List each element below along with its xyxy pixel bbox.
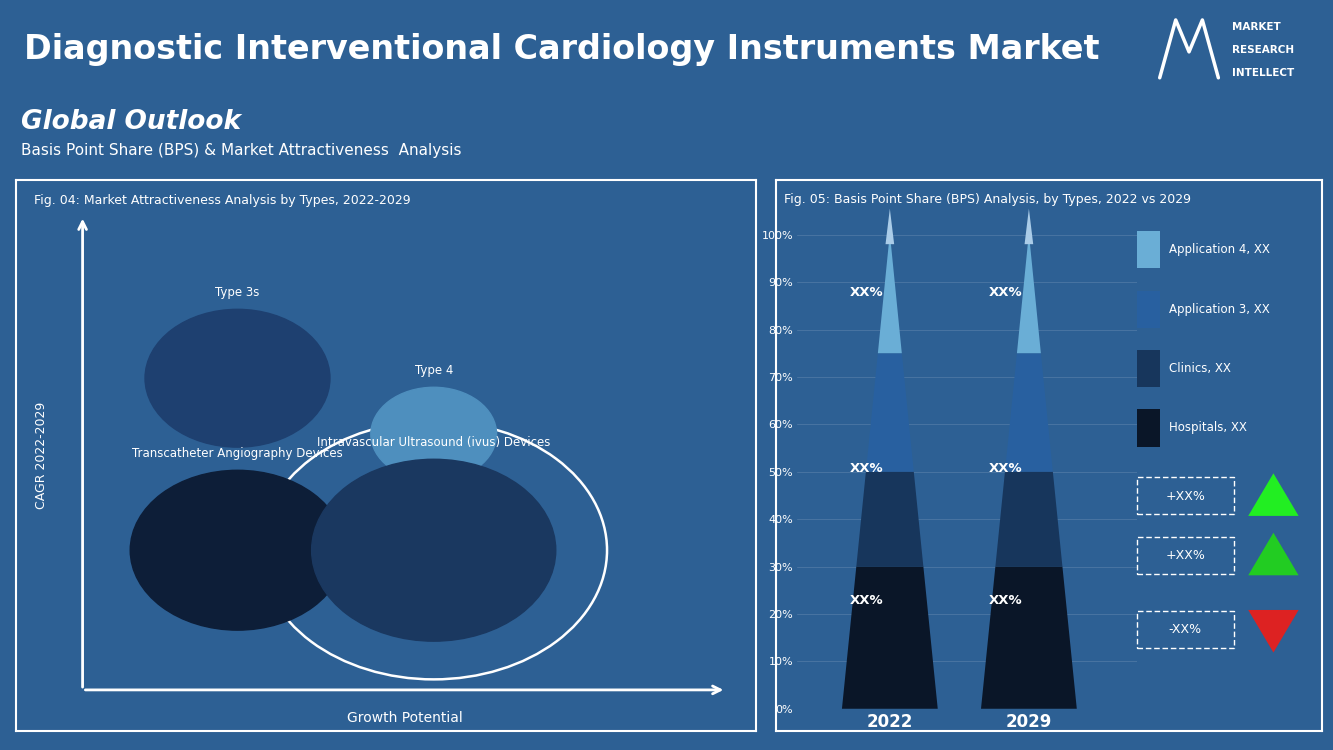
Text: XX%: XX% — [989, 286, 1022, 299]
Text: +XX%: +XX% — [1165, 490, 1205, 502]
Polygon shape — [1248, 610, 1298, 652]
FancyBboxPatch shape — [1137, 350, 1160, 387]
Text: Fig. 04: Market Attractiveness Analysis by Types, 2022-2029: Fig. 04: Market Attractiveness Analysis … — [35, 194, 411, 207]
Text: MARKET: MARKET — [1232, 22, 1281, 32]
Text: XX%: XX% — [849, 595, 884, 608]
Text: Transcatheter Angiography Devices: Transcatheter Angiography Devices — [132, 447, 343, 460]
Text: Clinics, XX: Clinics, XX — [1169, 362, 1230, 375]
Text: Hospitals, XX: Hospitals, XX — [1169, 422, 1246, 434]
Polygon shape — [878, 235, 902, 353]
Text: Diagnostic Interventional Cardiology Instruments Market: Diagnostic Interventional Cardiology Ins… — [24, 33, 1100, 67]
Text: RESEARCH: RESEARCH — [1232, 45, 1294, 55]
Polygon shape — [1248, 532, 1298, 575]
FancyBboxPatch shape — [1137, 291, 1160, 328]
Circle shape — [371, 387, 497, 481]
Circle shape — [131, 470, 345, 630]
Polygon shape — [1025, 209, 1033, 245]
Polygon shape — [996, 472, 1062, 566]
Text: XX%: XX% — [849, 286, 884, 299]
FancyBboxPatch shape — [1137, 231, 1160, 268]
Text: XX%: XX% — [989, 462, 1022, 475]
Polygon shape — [885, 209, 894, 245]
Text: Growth Potential: Growth Potential — [347, 711, 463, 724]
Text: XX%: XX% — [989, 595, 1022, 608]
Text: Intravascular Ultrasound (ivus) Devices: Intravascular Ultrasound (ivus) Devices — [317, 436, 551, 449]
Text: Global Outlook: Global Outlook — [21, 110, 241, 136]
Circle shape — [145, 309, 331, 447]
Polygon shape — [866, 353, 914, 472]
Text: INTELLECT: INTELLECT — [1232, 68, 1294, 78]
Text: Basis Point Share (BPS) & Market Attractiveness  Analysis: Basis Point Share (BPS) & Market Attract… — [21, 142, 461, 158]
Text: Application 3, XX: Application 3, XX — [1169, 302, 1270, 316]
Text: XX%: XX% — [849, 462, 884, 475]
Polygon shape — [1248, 473, 1298, 516]
Text: -XX%: -XX% — [1169, 623, 1202, 636]
Polygon shape — [981, 566, 1077, 709]
Text: Type 4: Type 4 — [415, 364, 453, 377]
Text: CAGR 2022-2029: CAGR 2022-2029 — [36, 402, 48, 509]
Text: Type 3s: Type 3s — [216, 286, 260, 299]
Text: +XX%: +XX% — [1165, 549, 1205, 562]
Polygon shape — [856, 472, 924, 566]
FancyBboxPatch shape — [1137, 410, 1160, 446]
Circle shape — [312, 459, 556, 641]
Polygon shape — [1005, 353, 1053, 472]
Polygon shape — [842, 566, 937, 709]
Text: Application 4, XX: Application 4, XX — [1169, 243, 1270, 256]
Text: Fig. 05: Basis Point Share (BPS) Analysis, by Types, 2022 vs 2029: Fig. 05: Basis Point Share (BPS) Analysi… — [784, 193, 1190, 206]
Polygon shape — [1017, 235, 1041, 353]
